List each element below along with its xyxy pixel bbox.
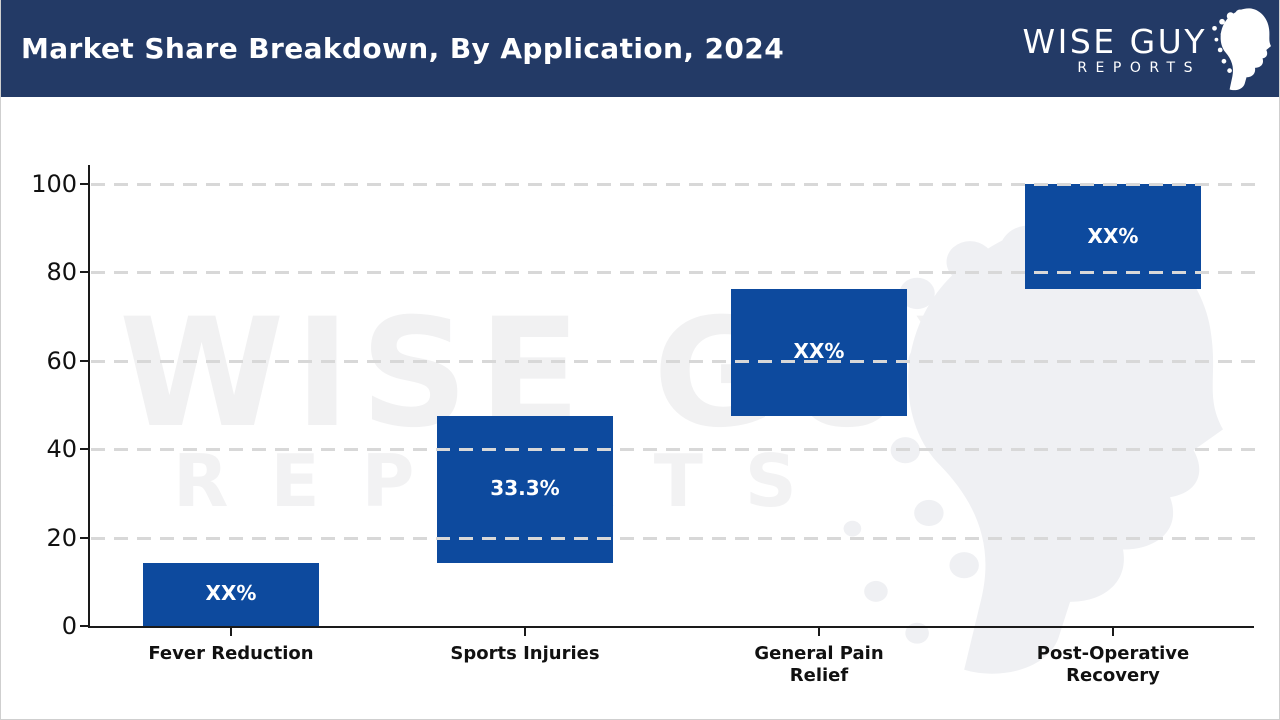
y-axis-line (88, 165, 90, 628)
chart-title: Market Share Breakdown, By Application, … (21, 32, 785, 65)
bar-value-label: 33.3% (490, 476, 560, 501)
y-axis-tick-label: 20 (46, 523, 77, 552)
bar-value-label: XX% (1087, 223, 1139, 248)
x-axis-tick (818, 628, 820, 636)
header-bar: Market Share Breakdown, By Application, … (1, 0, 1279, 97)
y-axis-tick (80, 536, 89, 539)
plot-area: WISE GUY REPORTS XX%33.3%XX%XX% 02040608… (1, 97, 1279, 719)
gridline (91, 536, 1261, 540)
brand-logo: WISE GUY REPORTS (1003, 0, 1273, 97)
x-axis-tick-label: Fever Reduction (148, 643, 314, 664)
y-axis-tick (80, 625, 89, 627)
y-axis-tick (80, 271, 89, 274)
logo-reports-text: REPORTS (1077, 60, 1201, 76)
x-axis-line (88, 626, 1254, 628)
y-axis-tick (80, 448, 89, 451)
y-axis-tick (80, 359, 89, 362)
y-axis-tick-label: 40 (46, 435, 77, 464)
logo-face-icon (1212, 8, 1271, 91)
bar-value-label: XX% (793, 339, 845, 364)
y-axis-tick-label: 80 (46, 258, 77, 287)
x-axis-tick-label: Sports Injuries (450, 643, 600, 664)
x-axis-tick (230, 628, 232, 636)
y-axis-tick-label: 60 (46, 346, 77, 375)
gridline (91, 448, 1261, 452)
y-axis-tick-label: 100 (31, 170, 77, 198)
x-axis-tick-label: Post-Operative Recovery (1036, 643, 1190, 686)
x-axis-tick-label: General Pain Relief (754, 643, 884, 686)
bar-segment (731, 289, 907, 416)
logo-wiseguy-text: WISE GUY (1022, 22, 1207, 61)
gridline (91, 271, 1261, 275)
y-axis-tick (80, 183, 89, 185)
gridline (91, 183, 1261, 186)
bar-segment (143, 562, 319, 626)
x-axis-tick (524, 628, 526, 636)
y-axis-tick-label: 0 (61, 612, 77, 640)
x-axis-tick (1112, 628, 1114, 636)
bar-value-label: XX% (205, 581, 257, 606)
gridline (91, 359, 1261, 363)
